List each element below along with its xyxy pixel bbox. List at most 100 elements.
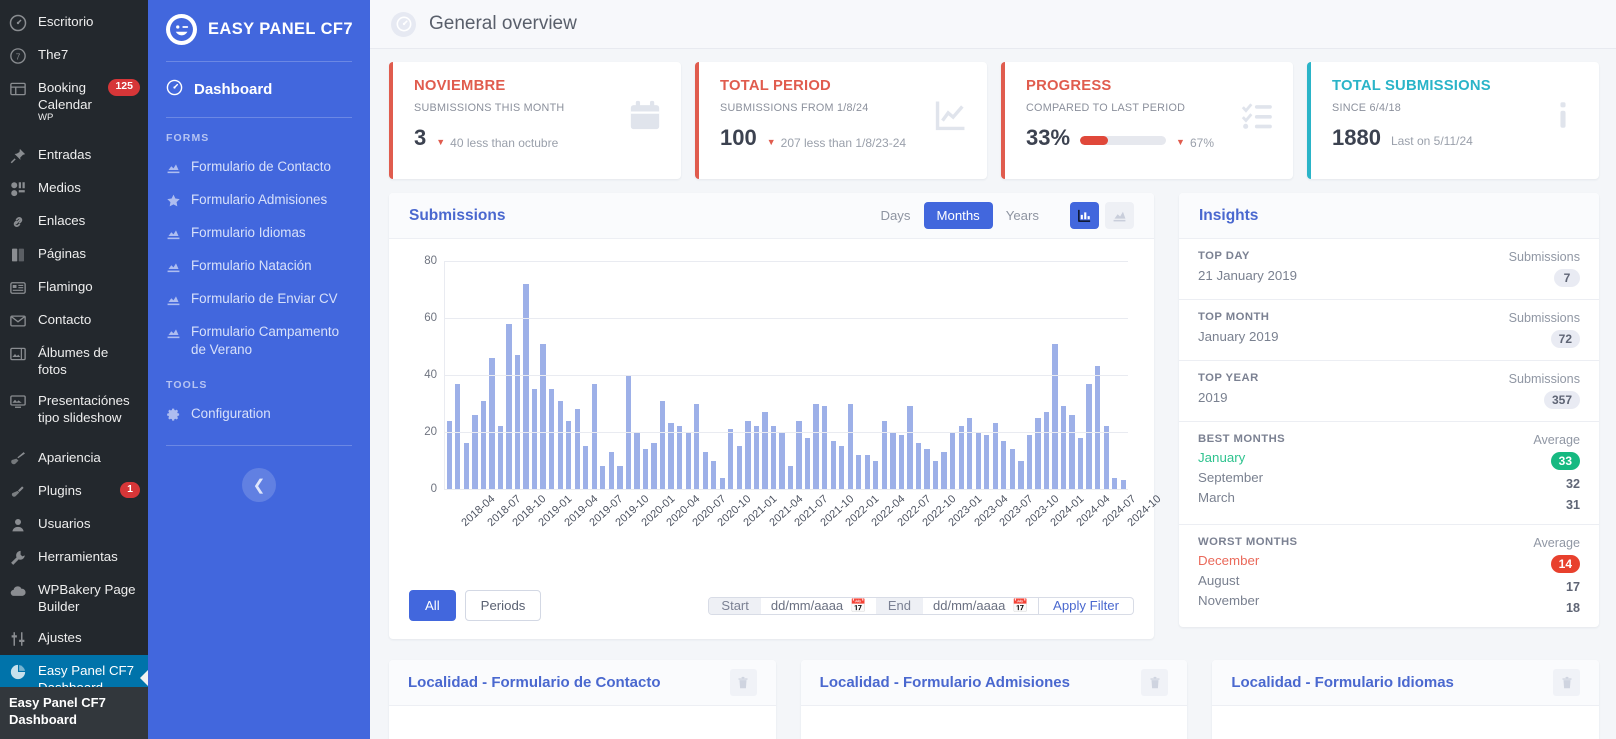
calendar-small-icon[interactable]: 📅 <box>1012 597 1029 613</box>
wp-menu-item-usuarios[interactable]: Usuarios <box>0 508 148 541</box>
bar-slot[interactable] <box>855 261 864 489</box>
bar-slot[interactable] <box>914 261 923 489</box>
wp-menu-item-presentaci-nes-tipo-slideshow[interactable]: Presentaciónes tipo slideshow <box>0 385 148 433</box>
bar-slot[interactable] <box>829 261 838 489</box>
bar-slot[interactable] <box>582 261 591 489</box>
bar-slot[interactable] <box>940 261 949 489</box>
bar-slot[interactable] <box>948 261 957 489</box>
bar-slot[interactable] <box>803 261 812 489</box>
bar-slot[interactable] <box>718 261 727 489</box>
bar-slot[interactable] <box>761 261 770 489</box>
bar-slot[interactable] <box>454 261 463 489</box>
bar-slot[interactable] <box>1085 261 1094 489</box>
granularity-months[interactable]: Months <box>923 202 993 229</box>
bar-slot[interactable] <box>564 261 573 489</box>
bar-slot[interactable] <box>658 261 667 489</box>
start-date-input[interactable]: dd/mm/aaaa 📅 <box>760 597 876 614</box>
bar-slot[interactable] <box>650 261 659 489</box>
apply-filter-button[interactable]: Apply Filter <box>1039 596 1134 615</box>
bar-slot[interactable] <box>692 261 701 489</box>
wp-menu-item-herramientas[interactable]: Herramientas <box>0 541 148 574</box>
bar-slot[interactable] <box>974 261 983 489</box>
sidebar-item-configuration[interactable]: Configuration <box>148 400 370 433</box>
bar-slot[interactable] <box>556 261 565 489</box>
bar-slot[interactable] <box>445 261 454 489</box>
bar-slot[interactable] <box>735 261 744 489</box>
bar-slot[interactable] <box>1110 261 1119 489</box>
bar-slot[interactable] <box>667 261 676 489</box>
bar-slot[interactable] <box>590 261 599 489</box>
granularity-years[interactable]: Years <box>1005 208 1039 223</box>
bar-slot[interactable] <box>684 261 693 489</box>
bar-slot[interactable] <box>769 261 778 489</box>
bar-slot[interactable] <box>479 261 488 489</box>
bar-slot[interactable] <box>709 261 718 489</box>
trash-icon[interactable] <box>1141 669 1169 696</box>
sidebar-item-formulario-admisiones[interactable]: Formulario Admisiones <box>148 186 370 219</box>
bar-slot[interactable] <box>505 261 514 489</box>
bar-slot[interactable] <box>1102 261 1111 489</box>
bar-slot[interactable] <box>1042 261 1051 489</box>
bar-slot[interactable] <box>795 261 804 489</box>
bar-slot[interactable] <box>1119 261 1128 489</box>
bar-slot[interactable] <box>641 261 650 489</box>
wp-menu-item-flamingo[interactable]: Flamingo <box>0 271 148 304</box>
bar-slot[interactable] <box>599 261 608 489</box>
bar-slot[interactable] <box>488 261 497 489</box>
wp-menu-item-the7[interactable]: 7 The7 <box>0 39 148 72</box>
wp-menu-item-plugins[interactable]: Plugins 1 <box>0 475 148 508</box>
bar-slot[interactable] <box>897 261 906 489</box>
end-date-input[interactable]: dd/mm/aaaa 📅 <box>923 597 1039 614</box>
bar-slot[interactable] <box>744 261 753 489</box>
bar-slot[interactable] <box>931 261 940 489</box>
chart-type-bar-chart-icon[interactable] <box>1070 202 1099 229</box>
bar-slot[interactable] <box>889 261 898 489</box>
bar-slot[interactable] <box>1017 261 1026 489</box>
bar-slot[interactable] <box>522 261 531 489</box>
bar-slot[interactable] <box>1008 261 1017 489</box>
wp-menu-item-wpbakery-page-builder[interactable]: WPBakery Page Builder <box>0 574 148 622</box>
bar-slot[interactable] <box>727 261 736 489</box>
sidebar-item-formulario-de-enviar-cv[interactable]: Formulario de Enviar CV <box>148 285 370 318</box>
wp-menu-item-medios[interactable]: Medios <box>0 172 148 205</box>
bar-slot[interactable] <box>573 261 582 489</box>
chart-type-area-chart-icon[interactable] <box>1105 202 1134 229</box>
bar-slot[interactable] <box>880 261 889 489</box>
wp-menu-item-entradas[interactable]: Entradas <box>0 139 148 172</box>
bar-slot[interactable] <box>547 261 556 489</box>
all-button[interactable]: All <box>409 590 456 621</box>
bar-slot[interactable] <box>820 261 829 489</box>
bar-slot[interactable] <box>752 261 761 489</box>
bar-slot[interactable] <box>778 261 787 489</box>
wp-menu-item-p-ginas[interactable]: Páginas <box>0 238 148 271</box>
bar-slot[interactable] <box>496 261 505 489</box>
wp-menu-item-booking-calendar[interactable]: Booking Calendar WP 125 <box>0 72 148 130</box>
bar-slot[interactable] <box>982 261 991 489</box>
wp-menu-item-ajustes[interactable]: Ajustes <box>0 622 148 655</box>
bar-slot[interactable] <box>863 261 872 489</box>
bar-slot[interactable] <box>513 261 522 489</box>
granularity-days[interactable]: Days <box>880 208 911 223</box>
bar-slot[interactable] <box>462 261 471 489</box>
sidebar-collapse-button[interactable]: ❮ <box>242 467 276 502</box>
bar-slot[interactable] <box>1051 261 1060 489</box>
periods-button[interactable]: Periods <box>464 590 542 621</box>
bar-slot[interactable] <box>846 261 855 489</box>
bar-slot[interactable] <box>957 261 966 489</box>
bar-slot[interactable] <box>786 261 795 489</box>
trash-icon[interactable] <box>1553 669 1581 696</box>
sidebar-item-formulario-campamento-de-verano[interactable]: Formulario Campamento de Verano <box>148 318 370 365</box>
wp-menu-item-enlaces[interactable]: Enlaces <box>0 205 148 238</box>
bar-slot[interactable] <box>923 261 932 489</box>
bar-slot[interactable] <box>1025 261 1034 489</box>
bar-slot[interactable] <box>675 261 684 489</box>
bar-slot[interactable] <box>837 261 846 489</box>
bar-chart-plot[interactable]: 0 20 40 60 80 <box>424 255 1128 495</box>
sidebar-item-dashboard[interactable]: Dashboard <box>148 62 370 117</box>
sidebar-item-formulario-de-contacto[interactable]: Formulario de Contacto <box>148 153 370 186</box>
wp-menu-item-apariencia[interactable]: Apariencia <box>0 442 148 475</box>
wp-menu-item-escritorio[interactable]: Escritorio <box>0 6 148 39</box>
bar-slot[interactable] <box>530 261 539 489</box>
bar-slot[interactable] <box>1068 261 1077 489</box>
bar-slot[interactable] <box>701 261 710 489</box>
